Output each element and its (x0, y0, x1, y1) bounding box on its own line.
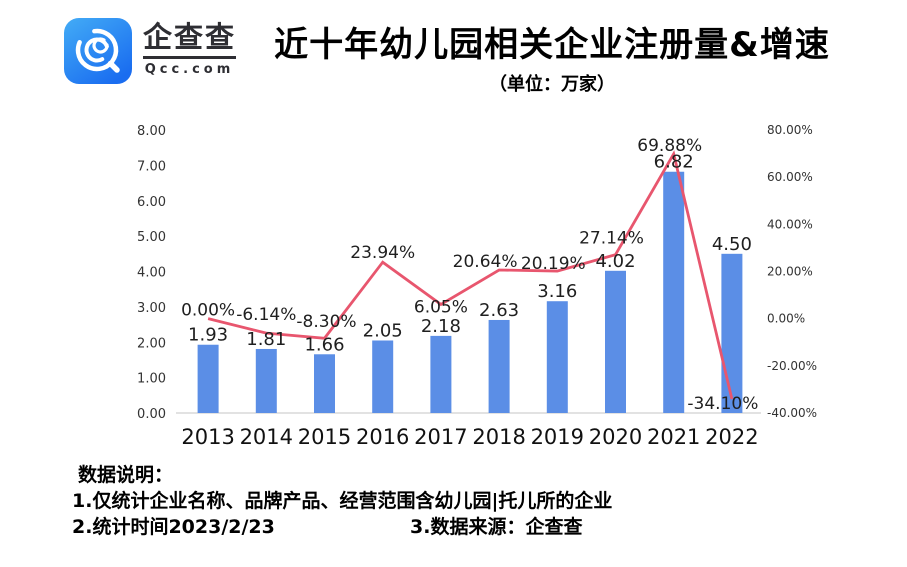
note-date: 2.统计时间2023/2/23 (72, 516, 275, 538)
note-source: 3.数据来源：企查查 (410, 516, 583, 538)
right-tick-0.00%: 0.00% (767, 312, 805, 326)
year-label-2015: 2015 (298, 425, 351, 449)
title-block: 近十年幼儿园相关企业注册量&增速 （单位：万家） (252, 25, 852, 96)
growth-label-2016: 23.94% (350, 243, 415, 263)
left-tick-2.00: 2.00 (137, 336, 166, 351)
bar-2015 (314, 354, 335, 413)
left-tick-8.00: 8.00 (137, 124, 166, 139)
left-tick-1.00: 1.00 (137, 372, 166, 387)
bar-2020 (605, 270, 626, 413)
bar-label-2013: 1.93 (188, 325, 228, 346)
year-label-2014: 2014 (240, 425, 293, 449)
growth-label-2017: 6.05% (414, 297, 468, 317)
growth-label-2018: 20.64% (453, 252, 518, 272)
year-label-2017: 2017 (414, 425, 467, 449)
left-tick-0.00: 0.00 (137, 407, 166, 422)
bar-label-2020: 4.02 (595, 251, 635, 272)
bar-2017 (430, 335, 452, 413)
right-tick--40.00%: -40.00% (767, 406, 817, 420)
left-axis-ticks: 0.00 1.00 2.00 3.00 4.00 5.00 6.00 7.00 8.00 (137, 124, 166, 422)
growth-line-series (207, 150, 734, 400)
growth-line (207, 150, 734, 400)
brand-domain: Qcc.com (144, 61, 235, 77)
bar-label-2022: 4.50 (712, 234, 752, 255)
year-label-2016: 2016 (356, 425, 409, 449)
right-tick--20.00%: -20.00% (767, 359, 817, 373)
growth-label-2013: 0.00% (181, 301, 235, 321)
qcc-logo-icon (64, 18, 132, 84)
bar-label-2021: 6.82 (654, 152, 694, 173)
left-tick-3.00: 3.00 (137, 301, 166, 316)
bar-2019 (546, 301, 568, 413)
growth-value-labels: 0.00% -6.14% -8.30% 23.94% 6.05% 20.64% 20.19%… (181, 136, 758, 414)
left-tick-5.00: 5.00 (137, 230, 166, 245)
growth-label-2014: -6.14% (236, 305, 296, 325)
brand-name: 企查查 (143, 21, 237, 59)
year-label-2018: 2018 (472, 425, 525, 449)
bar-label-2019: 3.16 (537, 281, 577, 302)
notes-heading: 数据说明： (78, 464, 174, 486)
year-label-2013: 2013 (181, 425, 234, 449)
year-label-2019: 2019 (531, 425, 584, 449)
growth-label-2020: 27.14% (579, 229, 644, 249)
page-title: 近十年幼儿园相关企业注册量&增速 (274, 25, 830, 65)
data-notes: 数据说明： 1.仅统计企业名称、品牌产品、经营范围含幼儿园|托儿所的企业 2.统… (72, 462, 852, 540)
bar-series (197, 171, 743, 413)
bar-label-2014: 1.81 (246, 329, 286, 350)
growth-label-2015: -8.30% (296, 312, 356, 332)
left-tick-7.00: 7.00 (137, 159, 166, 174)
bar-label-2017: 2.18 (421, 316, 461, 337)
note-row: 2.统计时间2023/2/23 3.数据来源：企查查 (72, 514, 852, 540)
growth-label-2019: 20.19% (521, 254, 586, 274)
page-subtitle: （单位：万家） (489, 74, 615, 96)
year-label-2020: 2020 (589, 425, 642, 449)
bar-label-2016: 2.05 (363, 320, 403, 341)
bar-label-2015: 1.66 (304, 334, 344, 355)
left-tick-6.00: 6.00 (137, 195, 166, 210)
growth-label-2022: -34.10% (687, 394, 758, 414)
year-label-2022: 2022 (705, 425, 758, 449)
bar-2021 (663, 171, 685, 413)
bar-2016 (372, 340, 394, 413)
qcc-logo-text: 企查查 Qcc.com (143, 21, 237, 77)
note-scope: 1.仅统计企业名称、品牌产品、经营范围含幼儿园|托儿所的企业 (72, 490, 613, 512)
year-label-2021: 2021 (647, 425, 700, 449)
bar-2022 (721, 253, 743, 413)
qcc-logo: 企查查 Qcc.com (64, 18, 237, 84)
bar-2013 (197, 344, 219, 413)
right-tick-60.00%: 60.00% (767, 170, 813, 184)
right-tick-80.00%: 80.00% (767, 123, 813, 137)
left-tick-4.00: 4.00 (137, 266, 166, 281)
bar-2018 (488, 319, 510, 413)
bar-2014 (255, 348, 277, 413)
growth-label-2021: 69.88% (637, 136, 702, 156)
right-tick-20.00%: 20.00% (767, 265, 813, 279)
x-axis-category-labels: 2013 2014 2015 2016 2017 2018 2019 2020 2021 2022 (181, 425, 758, 449)
right-axis-ticks: -40.00% -20.00% 0.00% 20.00% 40.00% 60.00% 80.… (767, 123, 817, 420)
right-tick-40.00%: 40.00% (767, 217, 813, 231)
bar-label-2018: 2.63 (479, 300, 519, 321)
bar-value-labels: 1.93 1.81 1.66 2.05 2.18 2.63 3.16 4.02 6.82 4.50 (188, 152, 752, 356)
